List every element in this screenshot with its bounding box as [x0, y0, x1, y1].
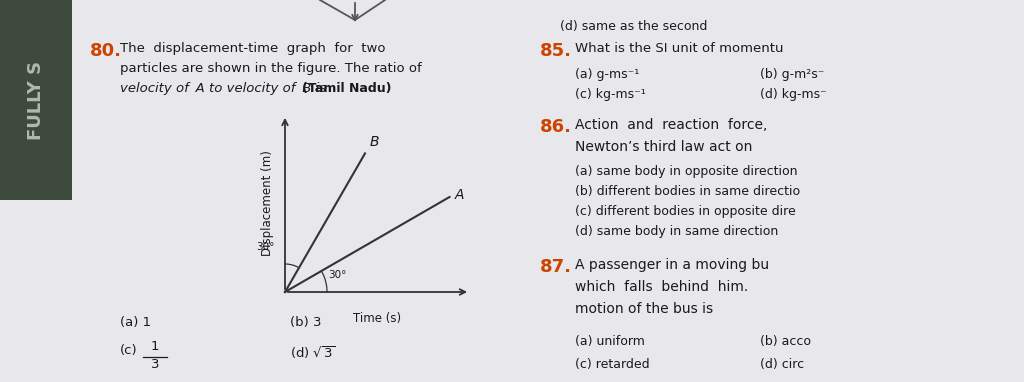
Text: 86.: 86. [540, 118, 572, 136]
Text: 87.: 87. [540, 258, 572, 276]
Text: What is the SI unit of momentu: What is the SI unit of momentu [575, 42, 783, 55]
Text: (b) different bodies in same directio: (b) different bodies in same directio [575, 185, 800, 198]
Text: particles are shown in the figure. The ratio of: particles are shown in the figure. The r… [120, 62, 422, 75]
Text: A: A [455, 188, 464, 202]
Text: The  displacement-time  graph  for  two: The displacement-time graph for two [120, 42, 385, 55]
Text: (c) retarded: (c) retarded [575, 358, 649, 371]
Text: (d) $\sqrt{3}$: (d) $\sqrt{3}$ [290, 344, 335, 361]
Text: Action  and  reaction  force,: Action and reaction force, [575, 118, 767, 132]
Text: (d) same as the second: (d) same as the second [560, 20, 708, 33]
Text: (a) uniform: (a) uniform [575, 335, 645, 348]
Text: 30°: 30° [256, 242, 274, 252]
Text: (b) 3: (b) 3 [290, 316, 322, 329]
Text: (b) g-m²s⁻: (b) g-m²s⁻ [760, 68, 824, 81]
Text: FULLY S: FULLY S [27, 60, 45, 139]
Text: Time (s): Time (s) [353, 312, 401, 325]
Text: (Tamil Nadu): (Tamil Nadu) [302, 82, 391, 95]
Text: (c) different bodies in opposite dire: (c) different bodies in opposite dire [575, 205, 796, 218]
Text: 1: 1 [151, 340, 160, 353]
FancyBboxPatch shape [0, 0, 72, 200]
Text: 3: 3 [151, 358, 160, 371]
Text: (b) acco: (b) acco [760, 335, 811, 348]
Text: (a) g-ms⁻¹: (a) g-ms⁻¹ [575, 68, 639, 81]
Text: Newton’s third law act on: Newton’s third law act on [575, 140, 753, 154]
Text: 80.: 80. [90, 42, 122, 60]
Text: (c) kg-ms⁻¹: (c) kg-ms⁻¹ [575, 88, 646, 101]
Text: 85.: 85. [540, 42, 572, 60]
Text: which  falls  behind  him.: which falls behind him. [575, 280, 749, 294]
Text: (d) circ: (d) circ [760, 358, 804, 371]
Text: A passenger in a moving bu: A passenger in a moving bu [575, 258, 769, 272]
Text: velocity of  A to velocity of  B is: velocity of A to velocity of B is [120, 82, 326, 95]
Text: Displacement (m): Displacement (m) [260, 151, 273, 256]
Text: motion of the bus is: motion of the bus is [575, 302, 713, 316]
Text: (d) same body in same direction: (d) same body in same direction [575, 225, 778, 238]
Text: (a) same body in opposite direction: (a) same body in opposite direction [575, 165, 798, 178]
Text: 30°: 30° [328, 270, 346, 280]
Text: (c): (c) [120, 344, 137, 357]
Text: B: B [370, 136, 380, 149]
Text: (a) 1: (a) 1 [120, 316, 152, 329]
Text: (d) kg-ms⁻: (d) kg-ms⁻ [760, 88, 826, 101]
